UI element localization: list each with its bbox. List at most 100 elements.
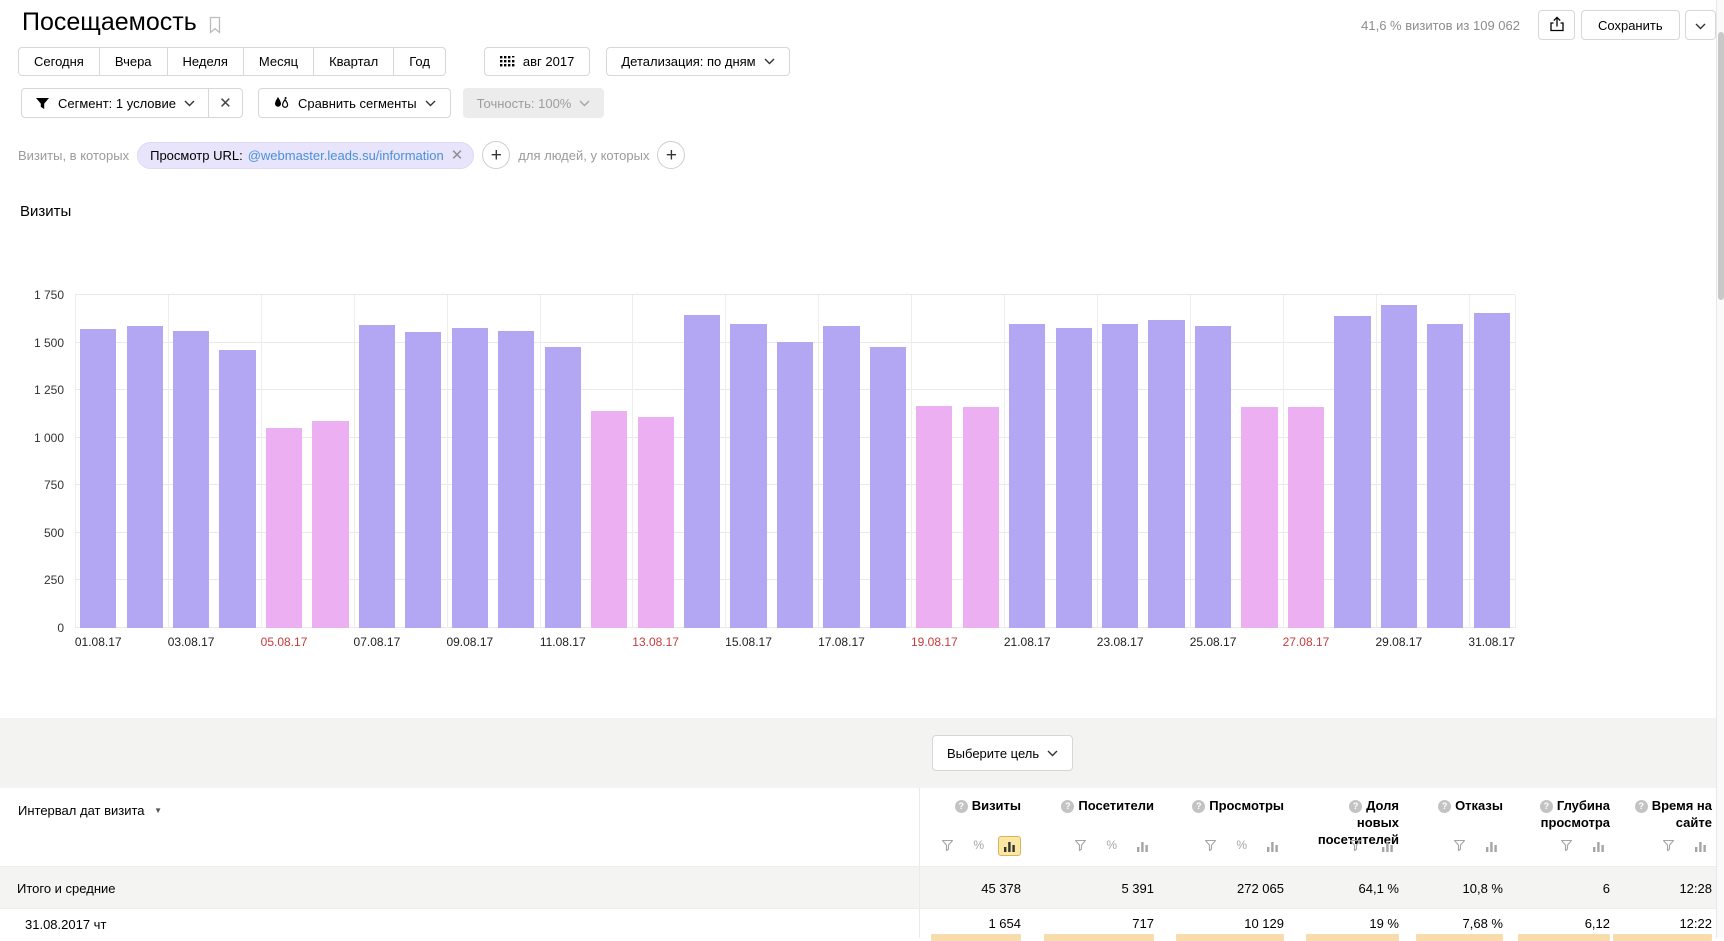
x-axis-label: 19.08.17	[910, 635, 958, 649]
column-header-label[interactable]: ? Отказы	[1399, 797, 1503, 814]
chart-icon[interactable]	[1587, 836, 1610, 856]
percent-icon[interactable]: %	[1106, 838, 1117, 852]
period-button[interactable]: Вчера	[98, 47, 168, 76]
scrollbar-thumb[interactable]	[1718, 32, 1724, 300]
chart-bar[interactable]	[1102, 323, 1139, 628]
filter-icon[interactable]	[1448, 835, 1471, 856]
help-icon[interactable]: ?	[1061, 800, 1075, 813]
table-row[interactable]: 31.08.2017 чт 1 654 717 10 129 19 % 7,68 % 6,1…	[0, 908, 1724, 941]
help-icon[interactable]: ?	[1192, 800, 1206, 813]
date-interval-label: Интервал дат визита	[18, 803, 145, 818]
chart-bar[interactable]	[591, 410, 628, 628]
chart-bar[interactable]	[637, 417, 674, 628]
chart-bar[interactable]	[916, 405, 953, 628]
chart-bar[interactable]	[869, 346, 906, 628]
chart-bar[interactable]	[1241, 406, 1278, 628]
chart-icon[interactable]	[1131, 836, 1154, 856]
filter-icon[interactable]	[1199, 835, 1222, 856]
help-icon[interactable]: ?	[1634, 800, 1648, 813]
filter-icon[interactable]	[936, 835, 959, 856]
column-header-label[interactable]: ? Визиты	[920, 797, 1021, 814]
period-button[interactable]: Неделя	[166, 47, 244, 76]
column-header-label[interactable]: ? Посетители	[1021, 797, 1154, 814]
chart-bar[interactable]	[962, 406, 999, 628]
help-icon[interactable]: ?	[1539, 800, 1553, 813]
chart-bar[interactable]	[1287, 406, 1325, 628]
chart-bar[interactable]	[1334, 315, 1371, 628]
compare-segments-button[interactable]: Сравнить сегменты	[257, 88, 451, 118]
date-interval-header[interactable]: Интервал дат визита ▼	[0, 788, 919, 866]
chart-bar[interactable]	[358, 325, 396, 628]
export-button[interactable]	[1538, 10, 1575, 40]
cell-value: 19 %	[1369, 916, 1399, 931]
date-range-label: авг 2017	[522, 54, 575, 69]
chart-bar[interactable]	[683, 314, 721, 628]
chart-bar[interactable]	[498, 330, 535, 628]
date-range-button[interactable]: авг 2017	[483, 47, 591, 76]
chart-bar[interactable]	[1055, 327, 1092, 628]
segment-button[interactable]: Сегмент: 1 условие	[21, 88, 209, 118]
chart-bar[interactable]	[80, 329, 117, 628]
column-header-label[interactable]: ? Глубина просмотра	[1503, 797, 1610, 831]
chart-icon[interactable]	[1376, 836, 1399, 856]
save-menu-button[interactable]	[1684, 10, 1716, 40]
chart-bar[interactable]	[730, 323, 767, 628]
chart-bar[interactable]	[126, 326, 163, 628]
add-people-condition-button[interactable]: +	[657, 141, 686, 169]
chart-bar[interactable]	[1380, 305, 1417, 628]
remove-filter-icon[interactable]: ✕	[450, 147, 464, 164]
chart-bar[interactable]	[173, 331, 210, 628]
chart-icon[interactable]	[1261, 836, 1284, 856]
gridline-vertical	[539, 295, 541, 628]
table-cell: 1 654	[920, 909, 1021, 941]
chart-bar[interactable]	[1009, 323, 1046, 628]
totals-row[interactable]: Итого и средние 45 378 5 391 272 065 64,1 % 1…	[0, 866, 1724, 908]
column-header-label[interactable]: ? Время на сайте	[1610, 797, 1712, 831]
period-button[interactable]: Месяц	[242, 47, 315, 76]
table-cell: 12:22	[1610, 909, 1712, 941]
url-filter-chip[interactable]: Просмотр URL: @webmaster.leads.su/inform…	[137, 141, 475, 169]
add-visit-condition-button[interactable]: +	[482, 141, 511, 169]
save-button[interactable]: Сохранить	[1581, 10, 1680, 40]
chart-bar[interactable]	[776, 341, 814, 628]
chart-bar[interactable]	[1194, 325, 1232, 628]
close-icon: ✕	[219, 95, 232, 112]
detalization-button[interactable]: Детализация: по дням	[606, 47, 790, 76]
gridline-vertical	[1189, 295, 1191, 628]
segment-remove-button[interactable]: ✕	[207, 88, 243, 118]
chart-bar[interactable]	[1473, 313, 1510, 628]
segment-control: Сегмент: 1 условие ✕	[21, 88, 243, 118]
chart-icon[interactable]	[1480, 836, 1503, 856]
bookmark-icon[interactable]	[208, 16, 222, 40]
vertical-scrollbar[interactable]	[1716, 0, 1724, 938]
period-button[interactable]: Год	[393, 47, 446, 76]
filter-icon[interactable]	[1555, 835, 1578, 856]
chart-bar[interactable]	[1148, 320, 1185, 628]
filter-icon[interactable]	[1069, 835, 1092, 856]
filter-icon[interactable]	[1657, 835, 1680, 856]
chart-bar[interactable]	[1427, 323, 1464, 628]
chart-bar[interactable]	[405, 331, 442, 628]
help-icon[interactable]: ?	[1438, 800, 1452, 813]
chart-bar[interactable]	[312, 420, 349, 628]
select-goal-button[interactable]: Выберите цель	[932, 735, 1074, 771]
chart-bar[interactable]	[451, 327, 488, 628]
column-header-label[interactable]: ? Просмотры	[1154, 797, 1284, 814]
percent-icon[interactable]: %	[973, 838, 984, 852]
help-icon[interactable]: ?	[1349, 800, 1363, 813]
column-header-label[interactable]: ? Доля новых посетителей	[1284, 797, 1399, 848]
help-icon[interactable]: ?	[954, 800, 968, 813]
accuracy-button[interactable]: Точность: 100%	[462, 88, 605, 118]
chart-bar[interactable]	[544, 346, 581, 628]
chart-bar[interactable]	[219, 350, 256, 628]
x-axis-label: 21.08.17	[1003, 635, 1051, 649]
percent-icon[interactable]: %	[1236, 838, 1247, 852]
chart-icon[interactable]	[998, 835, 1021, 856]
chart-bar[interactable]	[265, 428, 303, 628]
period-button[interactable]: Сегодня	[18, 47, 100, 76]
period-button[interactable]: Квартал	[313, 47, 395, 76]
filter-icon[interactable]	[1344, 835, 1367, 856]
chart-icon[interactable]	[1689, 836, 1712, 856]
table-cell: 272 065	[1154, 867, 1284, 908]
chart-bar[interactable]	[823, 325, 860, 628]
